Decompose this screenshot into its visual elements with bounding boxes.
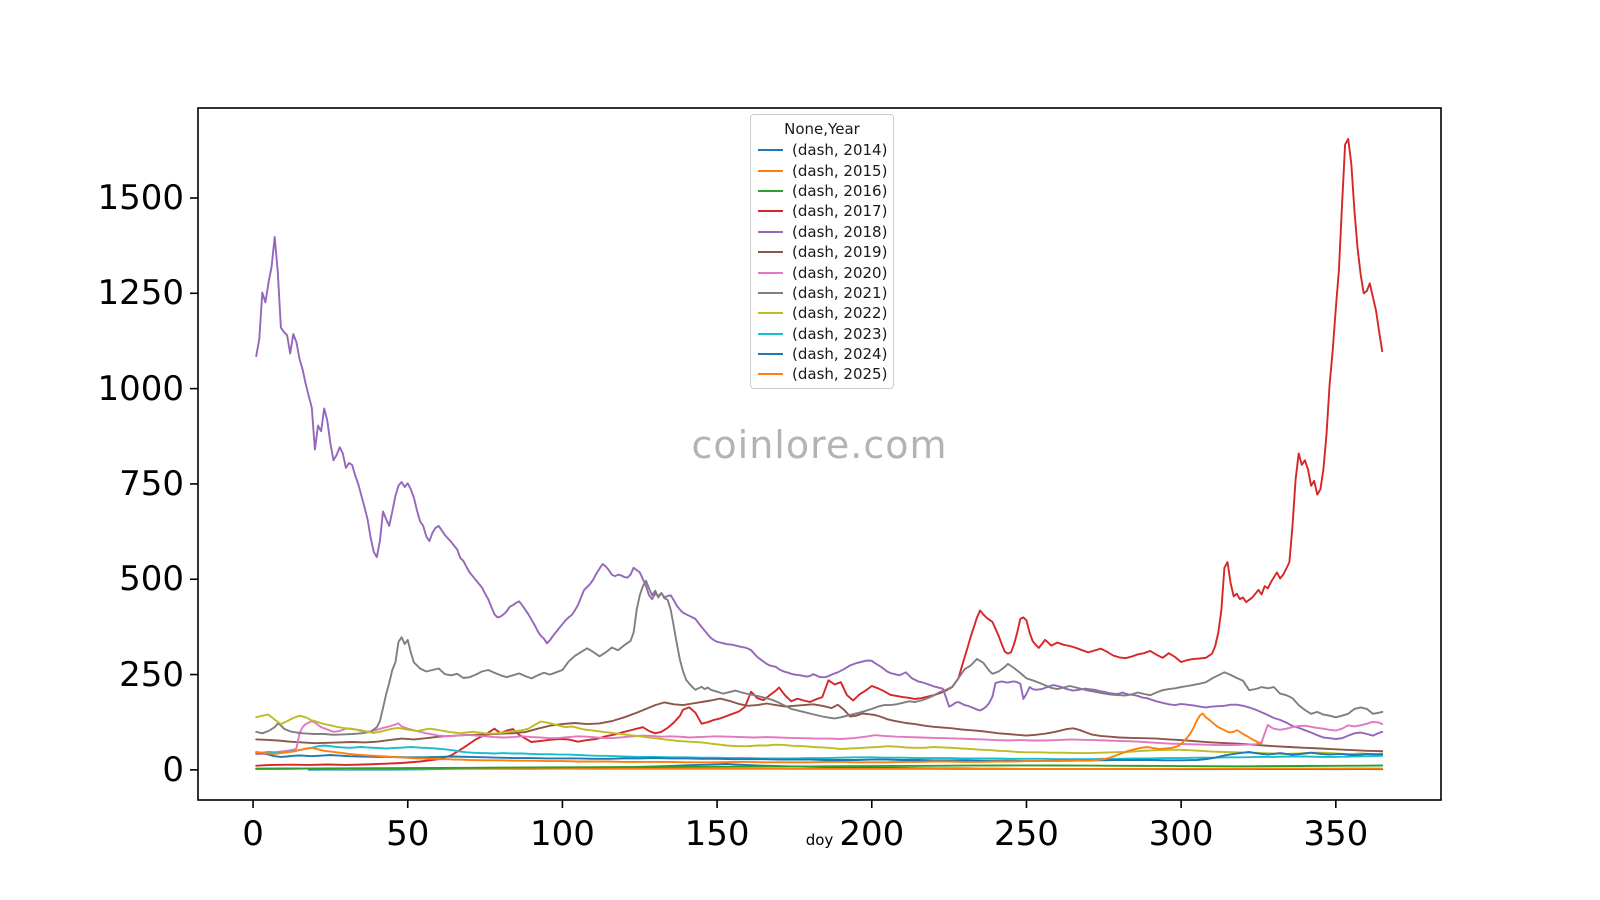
legend-entry-label: (dash, 2018) [792, 222, 888, 241]
legend-entry-label: (dash, 2022) [792, 304, 888, 323]
series-line-2016 [255, 764, 1384, 770]
legend-entry-label: (dash, 2016) [792, 181, 888, 200]
legend-entry-2021: (dash, 2021) [751, 283, 893, 303]
legend-swatch-2023 [758, 332, 783, 335]
legend-swatch-2020 [758, 271, 783, 274]
y-tick-label: 750 [119, 463, 184, 504]
series-line-2022 [255, 713, 1384, 756]
x-tick-label: 100 [529, 814, 595, 854]
legend-swatch-2019 [758, 251, 783, 254]
legend-swatch-2016 [758, 189, 783, 192]
x-tick-label: 250 [994, 814, 1059, 854]
y-tick-label: 1250 [97, 273, 184, 314]
x-tick-label: 50 [386, 814, 430, 854]
x-tick-label: 300 [1148, 814, 1214, 854]
legend-entry-2016: (dash, 2016) [751, 181, 893, 201]
y-tick-label: 500 [119, 559, 184, 600]
plot-border [197, 107, 1442, 801]
legend: None,Year (dash, 2014) (dash, 2015) (dash,… [750, 114, 894, 389]
series-line-2021 [255, 579, 1384, 736]
legend-swatch-2017 [758, 210, 783, 213]
y-tick-label: 0 [162, 749, 184, 790]
series-line-2025 [255, 712, 1263, 764]
y-tick-label: 1000 [97, 368, 184, 409]
legend-swatch-2015 [758, 169, 783, 172]
legend-entry-2022: (dash, 2022) [751, 303, 893, 323]
x-tick-label: 200 [839, 814, 905, 854]
x-axis-label: doy [805, 831, 834, 849]
legend-entry-label: (dash, 2017) [792, 202, 888, 221]
legend-entry-2019: (dash, 2019) [751, 242, 893, 262]
watermark: coinlore.com [691, 423, 948, 467]
legend-entry-label: (dash, 2020) [792, 263, 888, 282]
series-line-2024 [255, 751, 1384, 763]
legend-entry-label: (dash, 2025) [792, 365, 888, 384]
x-tick-label: 0 [242, 814, 264, 854]
y-tick-label: 250 [119, 654, 184, 695]
legend-entry-label: (dash, 2015) [792, 161, 888, 180]
x-tick-label: 150 [684, 814, 750, 854]
legend-swatch-2024 [758, 353, 783, 356]
series-line-2023 [255, 744, 1384, 761]
legend-entry-2023: (dash, 2023) [751, 324, 893, 344]
legend-entry-2017: (dash, 2017) [751, 201, 893, 221]
legend-entry-label: (dash, 2019) [792, 243, 888, 262]
legend-swatch-2025 [758, 373, 783, 376]
legend-entries: (dash, 2014) (dash, 2015) (dash, 2016) (das… [751, 140, 893, 385]
legend-entry-2014: (dash, 2014) [751, 140, 893, 160]
series-line-2017 [255, 137, 1384, 767]
legend-swatch-2022 [758, 312, 783, 315]
legend-entry-2020: (dash, 2020) [751, 262, 893, 282]
legend-title: None,Year [784, 120, 860, 138]
legend-entry-2015: (dash, 2015) [751, 160, 893, 180]
y-tick-label: 1500 [97, 177, 184, 218]
legend-swatch-2014 [758, 149, 783, 152]
x-tick-label: 350 [1303, 814, 1369, 854]
legend-entry-label: (dash, 2023) [792, 324, 888, 343]
series-line-2018 [255, 235, 1384, 740]
legend-entry-2025: (dash, 2025) [751, 364, 893, 384]
legend-entry-label: (dash, 2021) [792, 283, 888, 302]
legend-swatch-2021 [758, 291, 783, 294]
legend-entry-label: (dash, 2014) [792, 141, 888, 160]
legend-entry-2024: (dash, 2024) [751, 344, 893, 364]
legend-entry-2018: (dash, 2018) [751, 222, 893, 242]
legend-entry-label: (dash, 2024) [792, 345, 888, 364]
legend-swatch-2018 [758, 230, 783, 233]
